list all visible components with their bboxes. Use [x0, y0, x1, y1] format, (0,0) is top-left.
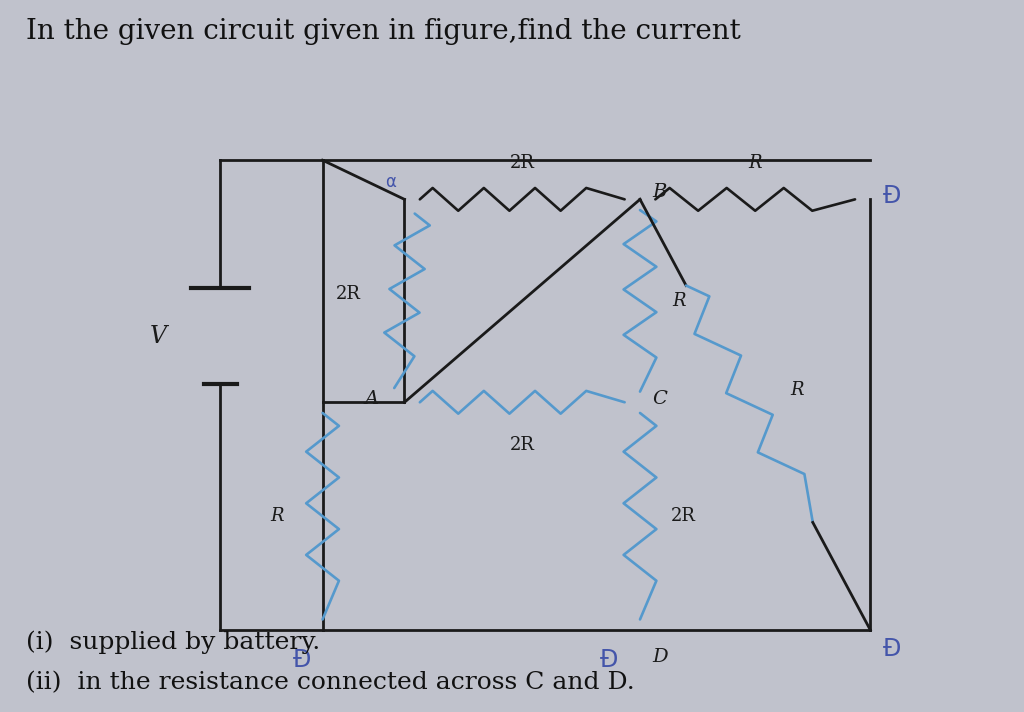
Text: 2R: 2R [510, 155, 535, 172]
Text: (ii)  in the resistance connected across C and D.: (ii) in the resistance connected across … [26, 671, 634, 693]
Text: 2R: 2R [336, 285, 360, 303]
Text: B: B [652, 183, 667, 201]
Text: R: R [749, 155, 762, 172]
Text: A: A [365, 389, 379, 408]
Text: Ð: Ð [883, 184, 901, 208]
Text: R: R [270, 507, 284, 525]
Text: Ð: Ð [600, 648, 618, 672]
Text: (i)  supplied by battery.: (i) supplied by battery. [26, 630, 319, 654]
Text: α: α [385, 173, 396, 191]
Text: R: R [791, 381, 804, 399]
Text: V: V [150, 325, 167, 348]
Text: Ð: Ð [883, 637, 901, 661]
Text: Ð: Ð [293, 648, 311, 672]
Text: R: R [673, 292, 686, 310]
Text: C: C [652, 389, 668, 408]
Text: D: D [652, 648, 668, 666]
Text: In the given circuit given in figure,find the current: In the given circuit given in figure,fin… [26, 18, 740, 45]
Text: 2R: 2R [671, 507, 695, 525]
Text: 2R: 2R [510, 436, 535, 454]
